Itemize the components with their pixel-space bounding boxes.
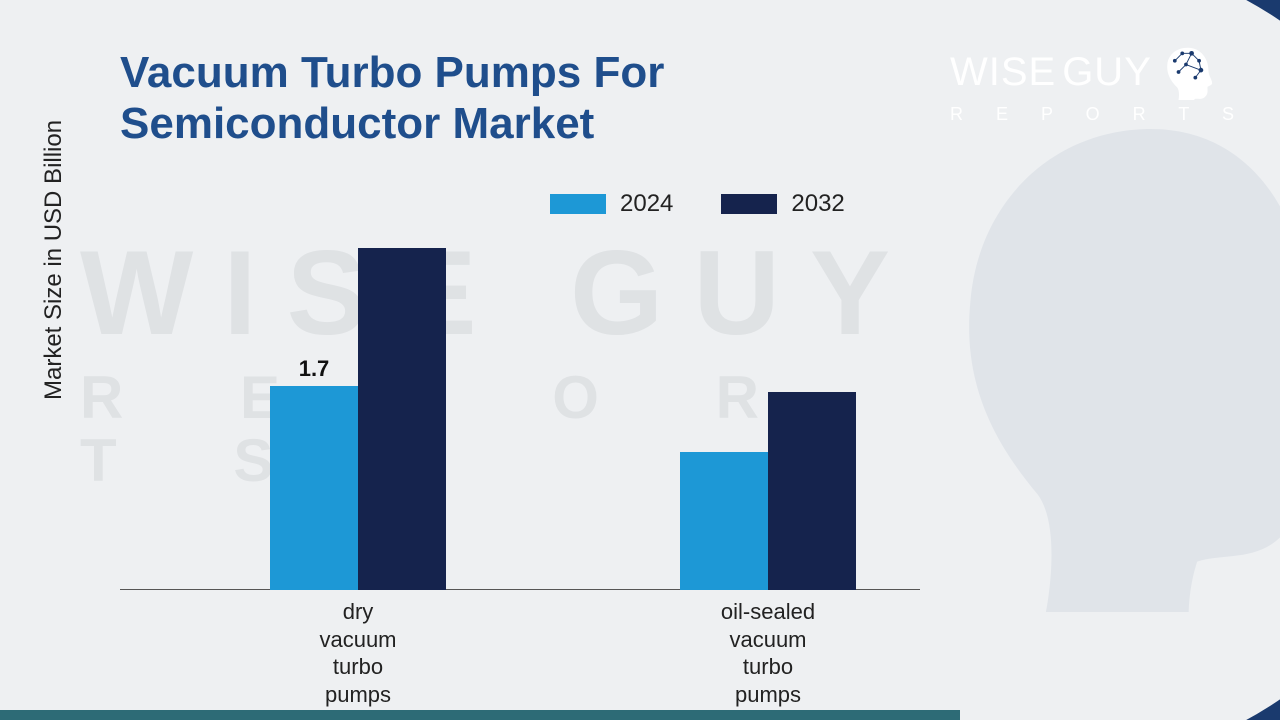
legend-swatch-2032 — [721, 194, 777, 214]
logo-head-icon — [1158, 44, 1214, 100]
bar: 1.7 — [270, 386, 358, 590]
logo-line1: WISE GUY — [950, 44, 1248, 100]
logo-line2: R E P O R T S — [950, 104, 1248, 125]
bar — [680, 452, 768, 590]
chart-plot-area: 1.7dryvacuumturbopumps oil-sealedvacuumtu… — [120, 230, 920, 590]
bottom-accent-strip — [0, 710, 960, 720]
page-root: WISE GUY — [0, 0, 1280, 720]
legend-label-2032: 2032 — [791, 190, 844, 218]
logo-text-wise: WISE — [950, 50, 1056, 95]
bar-group: 1.7dryvacuumturbopumps — [270, 248, 446, 590]
legend-label-2024: 2024 — [620, 190, 673, 218]
bar — [358, 248, 446, 590]
legend-item-2032: 2032 — [721, 190, 844, 218]
y-axis-label: Market Size in USD Billion — [40, 120, 68, 400]
bar — [768, 392, 856, 590]
legend: 2024 2032 — [550, 190, 845, 218]
legend-swatch-2024 — [550, 194, 606, 214]
logo-text-guy: GUY — [1062, 50, 1152, 95]
bar-value-label: 1.7 — [270, 356, 358, 382]
x-axis-category-label: oil-sealedvacuumturbopumps — [680, 598, 856, 708]
bar-group: oil-sealedvacuumturbopumps — [680, 392, 856, 590]
brand-logo: WISE GUY — [950, 44, 1248, 125]
legend-item-2024: 2024 — [550, 190, 673, 218]
faint-head-silhouette-icon — [920, 100, 1280, 620]
chart-title: Vacuum Turbo Pumps For Semiconductor Mar… — [120, 48, 760, 149]
x-axis-category-label: dryvacuumturbopumps — [270, 598, 446, 708]
